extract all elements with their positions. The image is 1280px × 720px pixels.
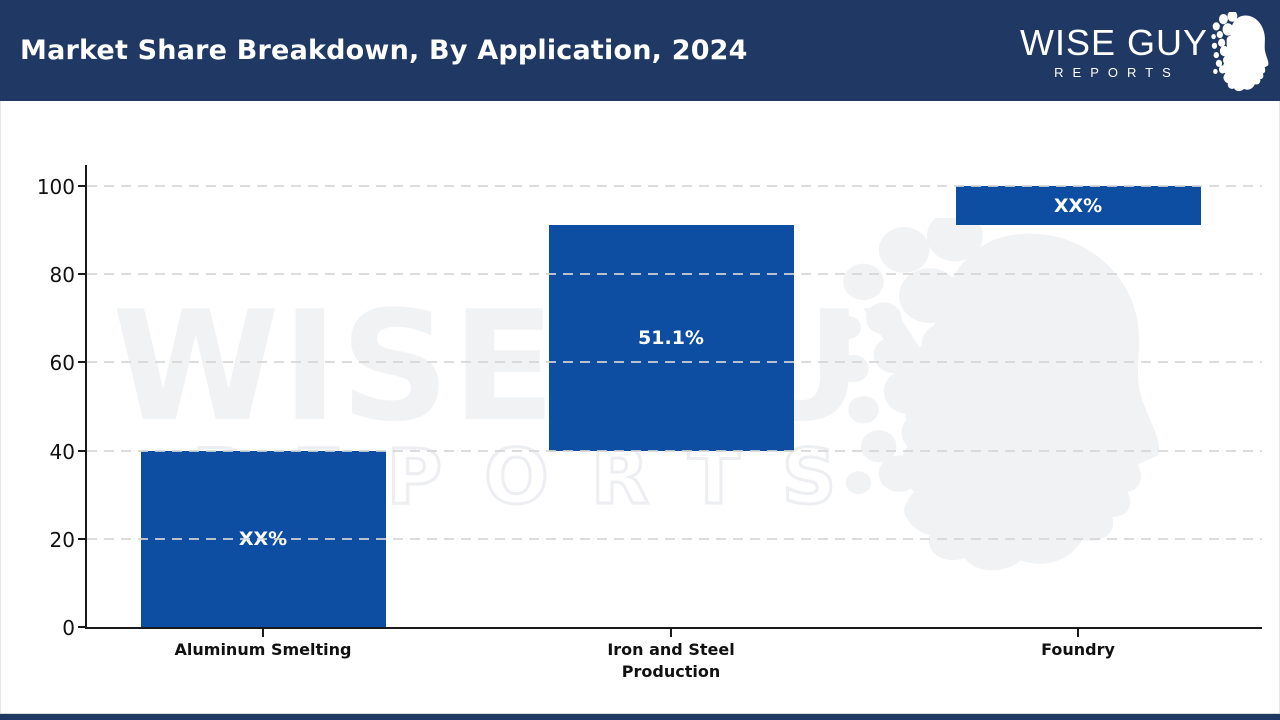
y-tick-mark <box>78 537 87 540</box>
bar-iron-and-steel-production: 51.1% <box>548 225 794 451</box>
x-tick-mark <box>670 629 672 637</box>
bar-value-label: XX% <box>1053 194 1103 217</box>
x-category-label: Aluminum Smelting <box>174 640 352 659</box>
x-tick-mark <box>1077 629 1079 637</box>
y-tick-mark <box>78 361 87 364</box>
brand-logo: WISE GUY REPORTS <box>1020 6 1270 98</box>
y-tick-label: 20 <box>49 527 75 552</box>
brand-logo-text: WISE GUY REPORTS <box>1020 24 1208 80</box>
x-category-label: Iron and Steel Production <box>607 640 735 681</box>
y-tick-label: 100 <box>36 175 75 199</box>
header-bar: Market Share Breakdown, By Application, … <box>0 0 1280 101</box>
gridline-y60 <box>87 361 1262 364</box>
bar-foundry: XX% <box>955 186 1201 226</box>
brand-name: WISE GUY <box>1019 22 1208 64</box>
y-tick-mark <box>78 273 87 276</box>
chart-title: Market Share Breakdown, By Application, … <box>20 35 748 66</box>
gridline-y20 <box>87 537 1262 540</box>
watermark-brand-name: WISE GUY <box>112 278 977 455</box>
x-axis-line <box>85 627 1262 629</box>
y-tick-label: 40 <box>49 439 75 464</box>
bar-value-label: 51.1% <box>638 326 704 349</box>
y-tick-mark <box>78 185 87 187</box>
gridline-y100 <box>87 185 1262 187</box>
y-tick-label: 60 <box>49 351 75 376</box>
y-tick-mark <box>78 449 87 452</box>
chart-plot-area: 0 20 40 60 80 100 XX% 51.1% XX% Aluminum Smelting… <box>0 101 1280 713</box>
y-axis-line <box>85 165 87 629</box>
y-tick-label: 80 <box>49 263 75 288</box>
x-tick-mark <box>262 629 264 637</box>
x-category-label: Foundry <box>1041 640 1115 659</box>
y-tick-label: 0 <box>62 616 75 640</box>
y-tick-mark <box>78 626 87 628</box>
gridline-y40 <box>87 449 1262 452</box>
footer-bar <box>0 713 1280 720</box>
gridline-y80 <box>87 273 1262 276</box>
dotted-head-logo-icon <box>1210 10 1270 92</box>
brand-subname: REPORTS <box>1054 64 1180 80</box>
